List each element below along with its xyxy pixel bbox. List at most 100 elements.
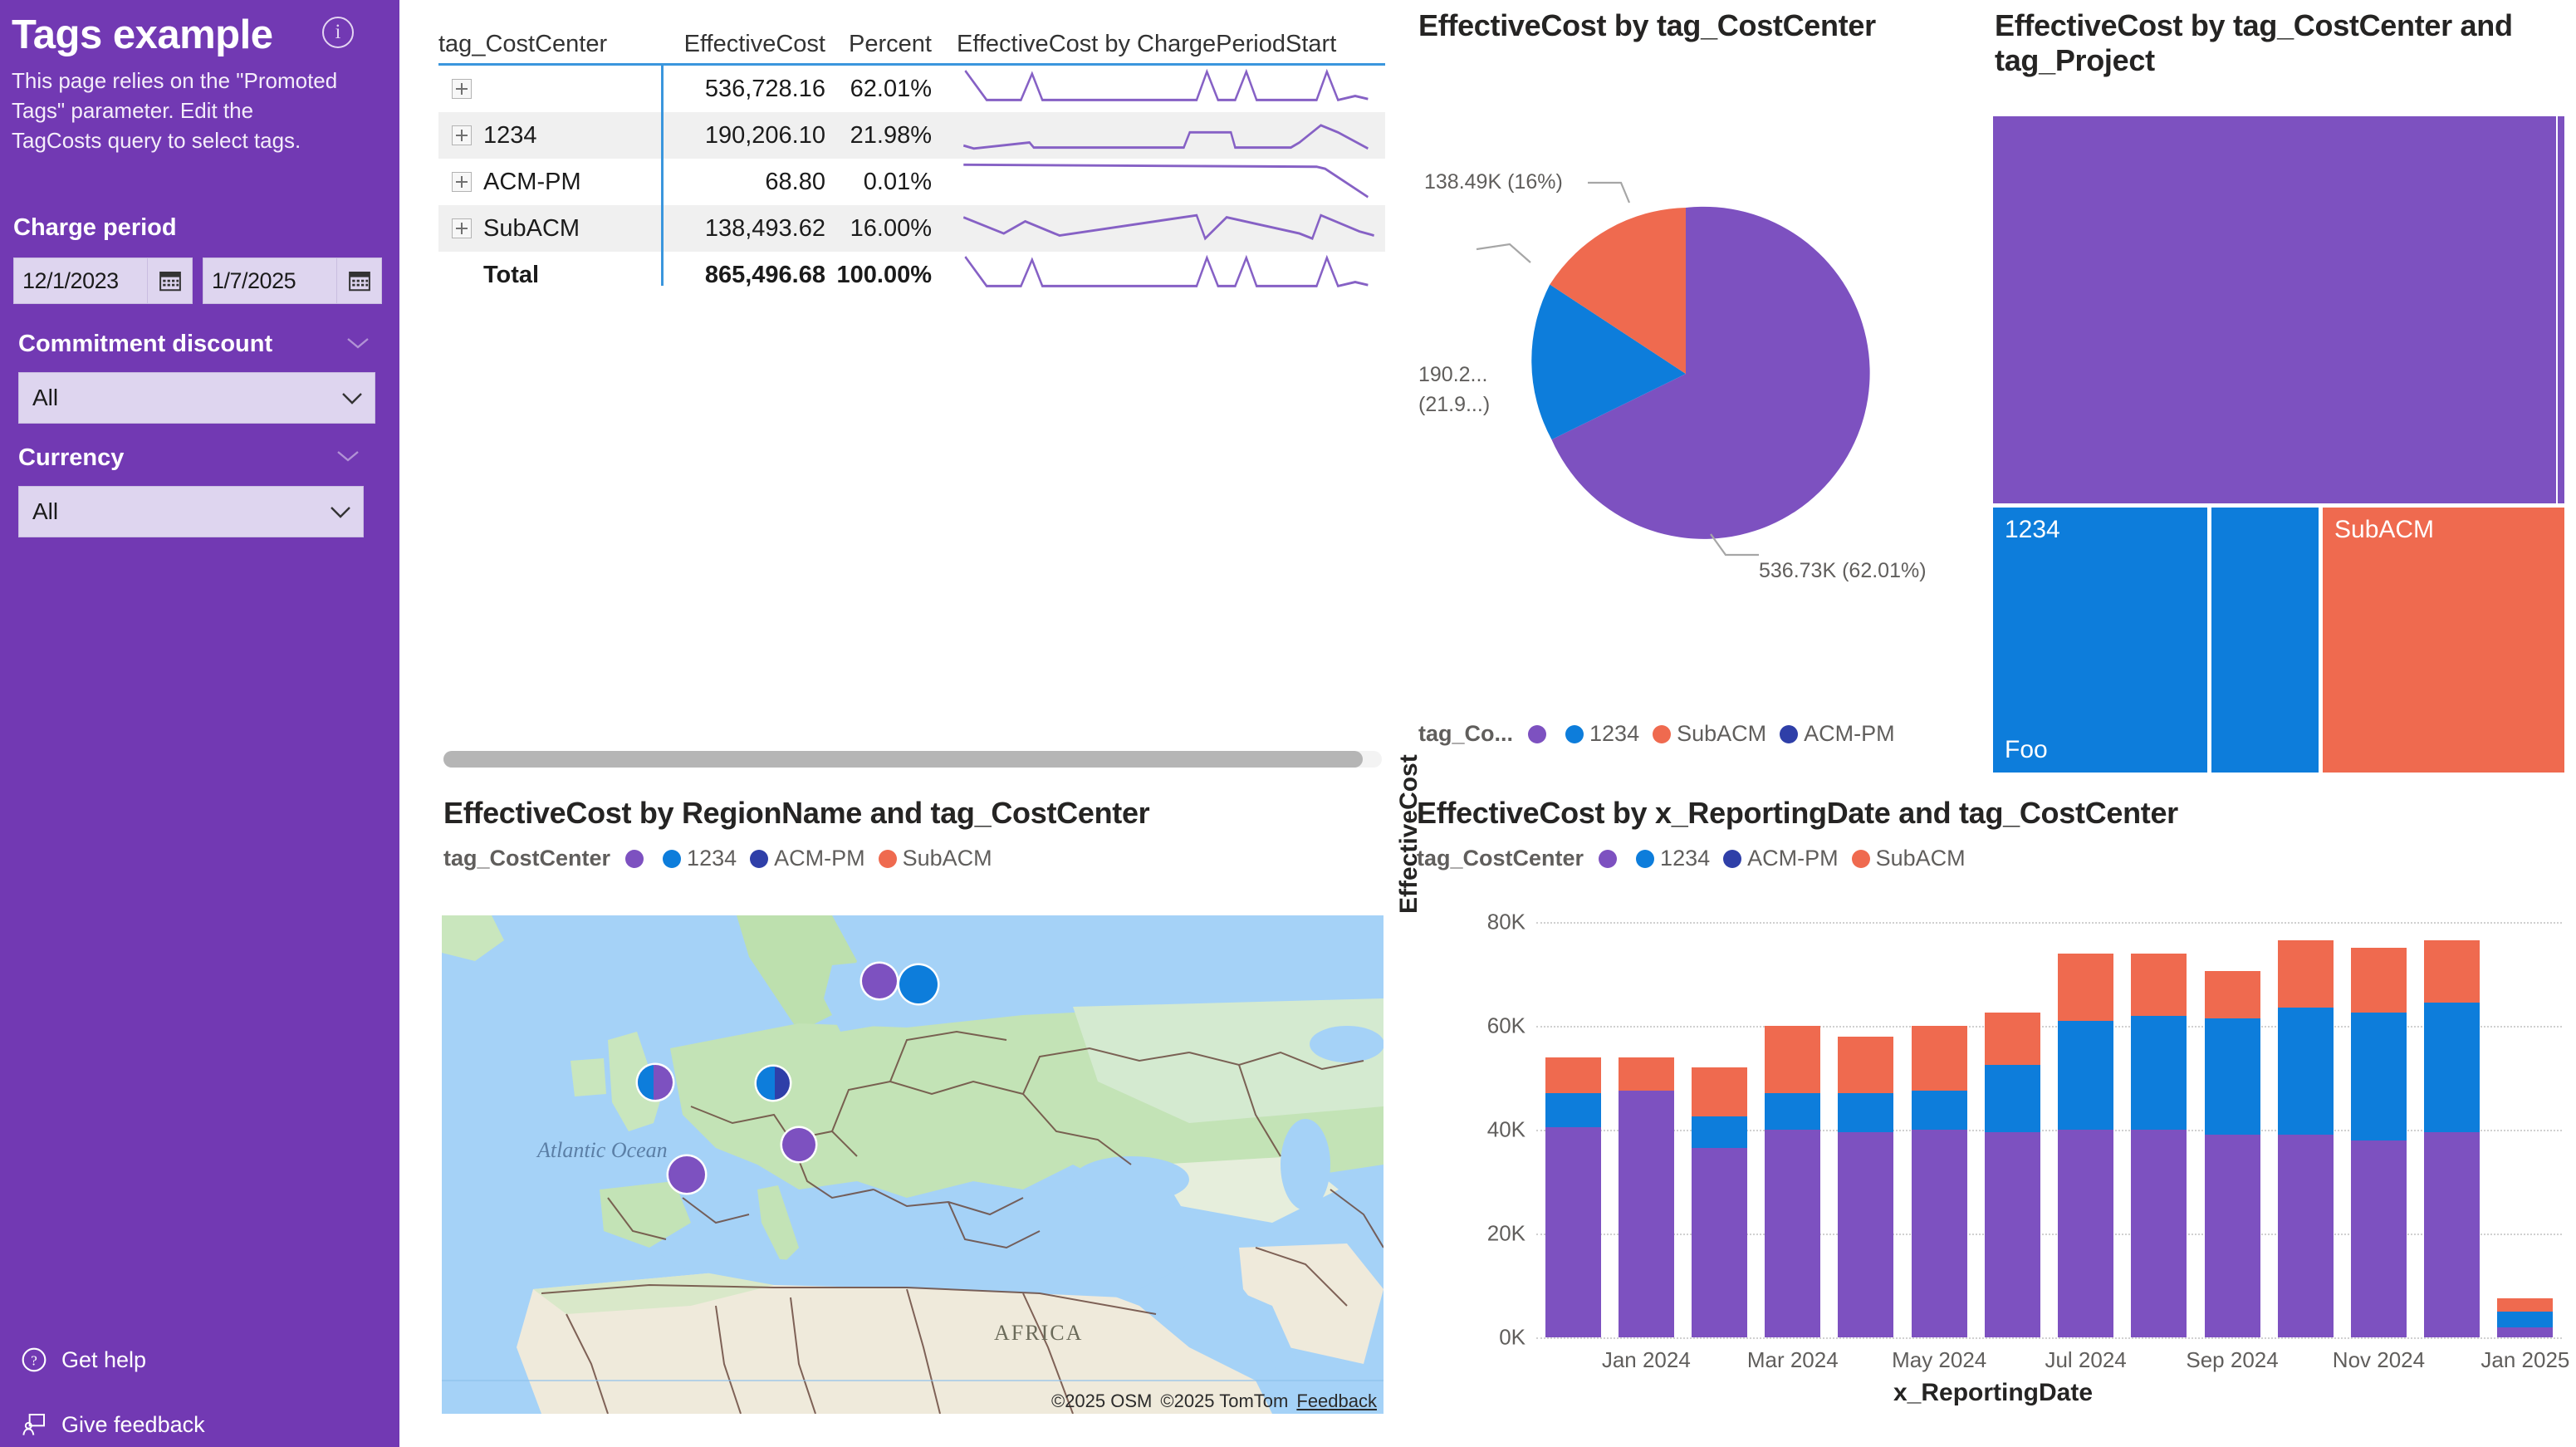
chevron-down-icon[interactable] [318,503,363,520]
column-header-tag-costcenter[interactable]: tag_CostCenter [438,31,608,57]
table-row[interactable]: 1234 190,206.10 21.98% [438,112,1385,159]
bar-segment[interactable] [1765,1130,1821,1337]
table-horizontal-scrollbar[interactable] [443,751,1382,768]
pie-chart[interactable] [1412,100,1985,648]
bar-column[interactable] [2424,922,2481,1337]
legend-item-subacm[interactable]: SubACM [878,846,992,871]
legend-item-acmpm[interactable]: ACM-PM [750,846,865,871]
table-row[interactable]: 536,728.16 62.01% [438,66,1385,112]
map-bubble-split-de[interactable] [757,1067,790,1100]
bar-plot-area[interactable]: 0K 20K 40K 60K 80K [1487,910,2562,1350]
bar-segment[interactable] [1911,1026,1967,1091]
bar-segment[interactable] [2424,1132,2481,1337]
pie-visual[interactable]: EffectiveCost by tag_CostCenter 138.49K … [1412,0,1985,773]
bar-segment[interactable] [1545,1093,1601,1127]
bar-column[interactable] [1911,922,1967,1337]
column-header-percent[interactable]: Percent [849,31,932,57]
bar-segment[interactable] [2424,1002,2481,1133]
bar-column[interactable] [2058,922,2114,1337]
legend-item-blank[interactable] [1528,724,1552,743]
bar-column[interactable] [2350,922,2407,1337]
treemap-cell-blank-sliver[interactable] [2556,116,2564,503]
bar-segment[interactable] [1765,1026,1821,1094]
bar-segment[interactable] [1911,1130,1967,1337]
bar-segment[interactable] [2204,1135,2260,1337]
row-expander[interactable] [452,172,472,192]
row-expander[interactable] [452,79,472,99]
currency-select[interactable]: All [18,486,364,537]
bar-segment[interactable] [2058,1130,2114,1337]
legend-item-subacm[interactable]: SubACM [1653,721,1766,747]
bar-segment[interactable] [1692,1116,1748,1148]
give-feedback-link[interactable]: Give feedback [20,1410,205,1439]
table-row[interactable]: SubACM 138,493.62 16.00% [438,205,1385,252]
legend-item-acmpm[interactable]: ACM-PM [1780,721,1895,747]
bar-column[interactable] [1692,922,1748,1337]
commitment-discount-select[interactable]: All [18,372,375,424]
bar-segment[interactable] [2497,1327,2554,1337]
map-bubble-blank-fr[interactable] [668,1156,705,1193]
bar-segment[interactable] [1911,1091,1967,1130]
legend-item-1234[interactable]: 1234 [663,846,737,871]
map-bubble-blank-central[interactable] [782,1128,815,1161]
bar-segment[interactable] [1545,1057,1601,1094]
bar-segment[interactable] [2497,1298,2554,1312]
bar-column[interactable] [1545,922,1601,1337]
column-header-sparkline[interactable]: EffectiveCost by ChargePeriodStart [957,31,1337,57]
map-bubble-blank[interactable] [862,964,897,998]
legend-item-acmpm[interactable]: ACM-PM [1723,846,1839,871]
bar-segment[interactable] [2058,953,2114,1021]
charge-period-start-field[interactable]: 12/1/2023 [13,258,193,304]
map-canvas[interactable]: Atlantic Ocean AFRICA ©2025 OSM ©2025 To… [442,915,1383,1414]
legend-item-subacm[interactable]: SubACM [1851,846,1966,871]
map-legend[interactable]: tag_CostCenter 1234 ACM-PM SubACM [443,846,1006,871]
table-row[interactable]: ACM-PM 68.80 0.01% [438,159,1385,205]
bar-segment[interactable] [2277,1008,2334,1136]
bar-segment[interactable] [2497,1311,2554,1327]
bar-segment[interactable] [2204,971,2260,1018]
calendar-icon[interactable] [147,258,192,303]
bar-segment[interactable] [1838,1036,1894,1094]
legend-item-1234[interactable]: 1234 [1636,846,1710,871]
treemap-plot[interactable]: 1234 Foo SubACM [1993,116,2564,773]
bar-column[interactable] [2497,922,2554,1337]
bar-segment[interactable] [2277,1135,2334,1337]
treemap-cell-subacm[interactable]: SubACM [2320,505,2564,773]
legend-item-1234[interactable]: 1234 [1565,721,1639,747]
bar-column[interactable] [2277,922,2334,1337]
bar-segment[interactable] [2277,939,2334,1008]
bar-segment[interactable] [2131,1015,2187,1130]
bar-segment[interactable] [1984,1013,2040,1065]
bar-segment[interactable] [1692,1067,1748,1117]
legend-item-blank[interactable] [1599,849,1623,868]
map-feedback-link[interactable]: Feedback [1296,1391,1377,1411]
bar-visual[interactable]: EffectiveCost by x_ReportingDate and tag… [1395,754,2574,1447]
row-expander[interactable] [452,218,472,238]
bar-segment[interactable] [1984,1064,2040,1133]
bar-segment[interactable] [1765,1093,1821,1130]
map-bubble-1234[interactable] [899,965,938,1003]
bar-segment[interactable] [1984,1132,2040,1337]
bar-segment[interactable] [1618,1057,1674,1091]
bar-segment[interactable] [1838,1093,1894,1133]
scrollbar-thumb[interactable] [443,751,1364,768]
bar-segment[interactable] [1618,1091,1674,1337]
row-expander[interactable] [452,125,472,145]
bar-segment[interactable] [2204,1018,2260,1136]
bar-segment[interactable] [2350,1013,2407,1140]
treemap-cell-blank[interactable] [1993,116,2556,503]
get-help-link[interactable]: ? Get help [20,1346,146,1374]
bar-column[interactable] [1765,922,1821,1337]
map-visual[interactable]: EffectiveCost by RegionName and tag_Cost… [438,789,1393,1447]
cost-center-table[interactable]: tag_CostCenter EffectiveCost Percent Eff… [438,12,1385,759]
bar-column[interactable] [1838,922,1894,1337]
treemap-cell-1234-foo[interactable]: 1234 Foo [1993,505,2207,773]
bar-segment[interactable] [1838,1132,1894,1337]
bar-segment[interactable] [2350,948,2407,1013]
bar-segment[interactable] [1545,1126,1601,1337]
bar-segment[interactable] [2350,1140,2407,1337]
bar-column[interactable] [1984,922,2040,1337]
bar-segment[interactable] [2131,953,2187,1016]
treemap-visual[interactable]: EffectiveCost by tag_CostCenter and tag_… [1990,0,2571,773]
bar-segment[interactable] [2058,1020,2114,1130]
